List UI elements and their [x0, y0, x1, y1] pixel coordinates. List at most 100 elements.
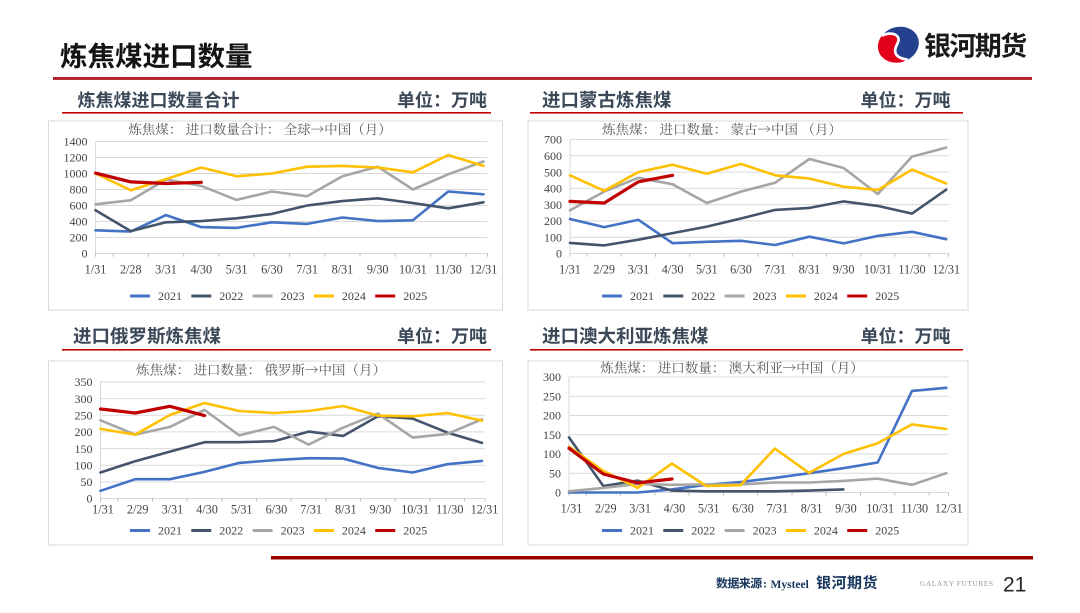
svg-text:1000: 1000: [64, 167, 88, 181]
svg-text:1/31: 1/31: [92, 502, 114, 516]
svg-text:10/31: 10/31: [399, 262, 427, 276]
svg-text:1/31: 1/31: [559, 262, 581, 276]
svg-text:500: 500: [544, 165, 562, 179]
svg-text:2025: 2025: [403, 289, 427, 303]
svg-text:300: 300: [75, 392, 93, 406]
svg-text:8/31: 8/31: [332, 262, 354, 276]
svg-text:10/31: 10/31: [864, 262, 892, 276]
svg-text:0: 0: [82, 247, 88, 261]
svg-text:11/30: 11/30: [898, 262, 925, 276]
svg-text:2/29: 2/29: [593, 262, 615, 276]
svg-text:400: 400: [70, 215, 88, 229]
svg-text:9/30: 9/30: [833, 262, 855, 276]
svg-text:6/30: 6/30: [261, 262, 283, 276]
svg-text:400: 400: [544, 182, 562, 196]
svg-text:3/31: 3/31: [628, 262, 650, 276]
svg-text:700: 700: [544, 133, 562, 147]
svg-text:2021: 2021: [158, 289, 182, 303]
svg-text:Mysteel: Mysteel: [771, 579, 809, 591]
svg-text:250: 250: [75, 409, 93, 423]
svg-text:5/31: 5/31: [698, 501, 720, 515]
svg-text:8/31: 8/31: [799, 262, 821, 276]
svg-text:0: 0: [555, 486, 561, 500]
svg-text:12/31: 12/31: [935, 501, 963, 515]
svg-text:21: 21: [1003, 574, 1026, 597]
svg-text:2024: 2024: [814, 289, 838, 303]
svg-text:6/30: 6/30: [266, 502, 288, 516]
svg-text::: :: [763, 577, 767, 591]
svg-text:8/31: 8/31: [801, 501, 823, 515]
svg-text:7/31: 7/31: [300, 502, 322, 516]
svg-text:100: 100: [75, 458, 93, 472]
svg-text:3/31: 3/31: [162, 502, 184, 516]
svg-text:2022: 2022: [219, 289, 243, 303]
svg-text:5/31: 5/31: [231, 502, 253, 516]
svg-text:6/30: 6/30: [730, 262, 752, 276]
svg-text:2025: 2025: [403, 524, 427, 538]
svg-text:3/31: 3/31: [155, 262, 177, 276]
svg-text:0: 0: [87, 492, 93, 506]
svg-text:2/28: 2/28: [120, 262, 142, 276]
svg-text:300: 300: [543, 370, 561, 384]
svg-text:1400: 1400: [64, 135, 88, 149]
svg-text:10/31: 10/31: [401, 502, 429, 516]
svg-text:10/31: 10/31: [866, 501, 894, 515]
svg-text:7/31: 7/31: [766, 501, 788, 515]
svg-text:4/30: 4/30: [664, 501, 686, 515]
svg-text:8/31: 8/31: [335, 502, 357, 516]
svg-text:4/30: 4/30: [190, 262, 212, 276]
svg-text:800: 800: [70, 183, 88, 197]
svg-text:2023: 2023: [281, 289, 305, 303]
svg-text:200: 200: [70, 231, 88, 245]
svg-text:3/31: 3/31: [629, 501, 651, 515]
svg-text:300: 300: [544, 198, 562, 212]
svg-text:2023: 2023: [753, 524, 777, 538]
svg-text:2021: 2021: [158, 524, 182, 538]
svg-text:200: 200: [75, 425, 93, 439]
svg-text:9/30: 9/30: [370, 502, 392, 516]
svg-text:150: 150: [75, 442, 93, 456]
svg-text:100: 100: [544, 230, 562, 244]
svg-text:2022: 2022: [691, 524, 715, 538]
svg-text:200: 200: [543, 409, 561, 423]
svg-text:2025: 2025: [875, 524, 899, 538]
svg-text:100: 100: [543, 447, 561, 461]
svg-text:12/31: 12/31: [932, 262, 960, 276]
svg-text:6/30: 6/30: [732, 501, 754, 515]
svg-text:11/30: 11/30: [436, 502, 463, 516]
svg-text:350: 350: [75, 375, 93, 389]
svg-text:600: 600: [70, 199, 88, 213]
svg-text:5/31: 5/31: [696, 262, 718, 276]
svg-text:12/31: 12/31: [471, 502, 499, 516]
svg-text:1200: 1200: [64, 151, 88, 165]
svg-text:11/30: 11/30: [901, 501, 928, 515]
svg-text:4/30: 4/30: [662, 262, 684, 276]
svg-text:150: 150: [543, 428, 561, 442]
svg-text:9/30: 9/30: [835, 501, 857, 515]
svg-text:250: 250: [543, 389, 561, 403]
svg-text:2/29: 2/29: [595, 501, 617, 515]
svg-text:9/30: 9/30: [367, 262, 389, 276]
svg-text:2023: 2023: [281, 524, 305, 538]
svg-text:4/30: 4/30: [196, 502, 218, 516]
svg-text:12/31: 12/31: [470, 262, 498, 276]
svg-text:2/29: 2/29: [127, 502, 149, 516]
svg-text:200: 200: [544, 214, 562, 228]
svg-text:5/31: 5/31: [226, 262, 248, 276]
svg-text:2023: 2023: [753, 289, 777, 303]
svg-text:50: 50: [549, 466, 561, 480]
svg-text:2021: 2021: [630, 524, 654, 538]
svg-text:7/31: 7/31: [296, 262, 318, 276]
svg-text:2024: 2024: [342, 289, 366, 303]
svg-text:1/31: 1/31: [85, 262, 107, 276]
svg-text:2021: 2021: [630, 289, 654, 303]
svg-text:7/31: 7/31: [764, 262, 786, 276]
svg-text:2022: 2022: [691, 289, 715, 303]
svg-text:50: 50: [81, 475, 93, 489]
svg-text:2024: 2024: [814, 524, 838, 538]
svg-text:GALAXY FUTURES: GALAXY FUTURES: [920, 579, 994, 588]
svg-text:1/31: 1/31: [561, 501, 583, 515]
svg-text:0: 0: [556, 247, 562, 261]
svg-text:11/30: 11/30: [435, 262, 462, 276]
svg-text:2022: 2022: [219, 524, 243, 538]
